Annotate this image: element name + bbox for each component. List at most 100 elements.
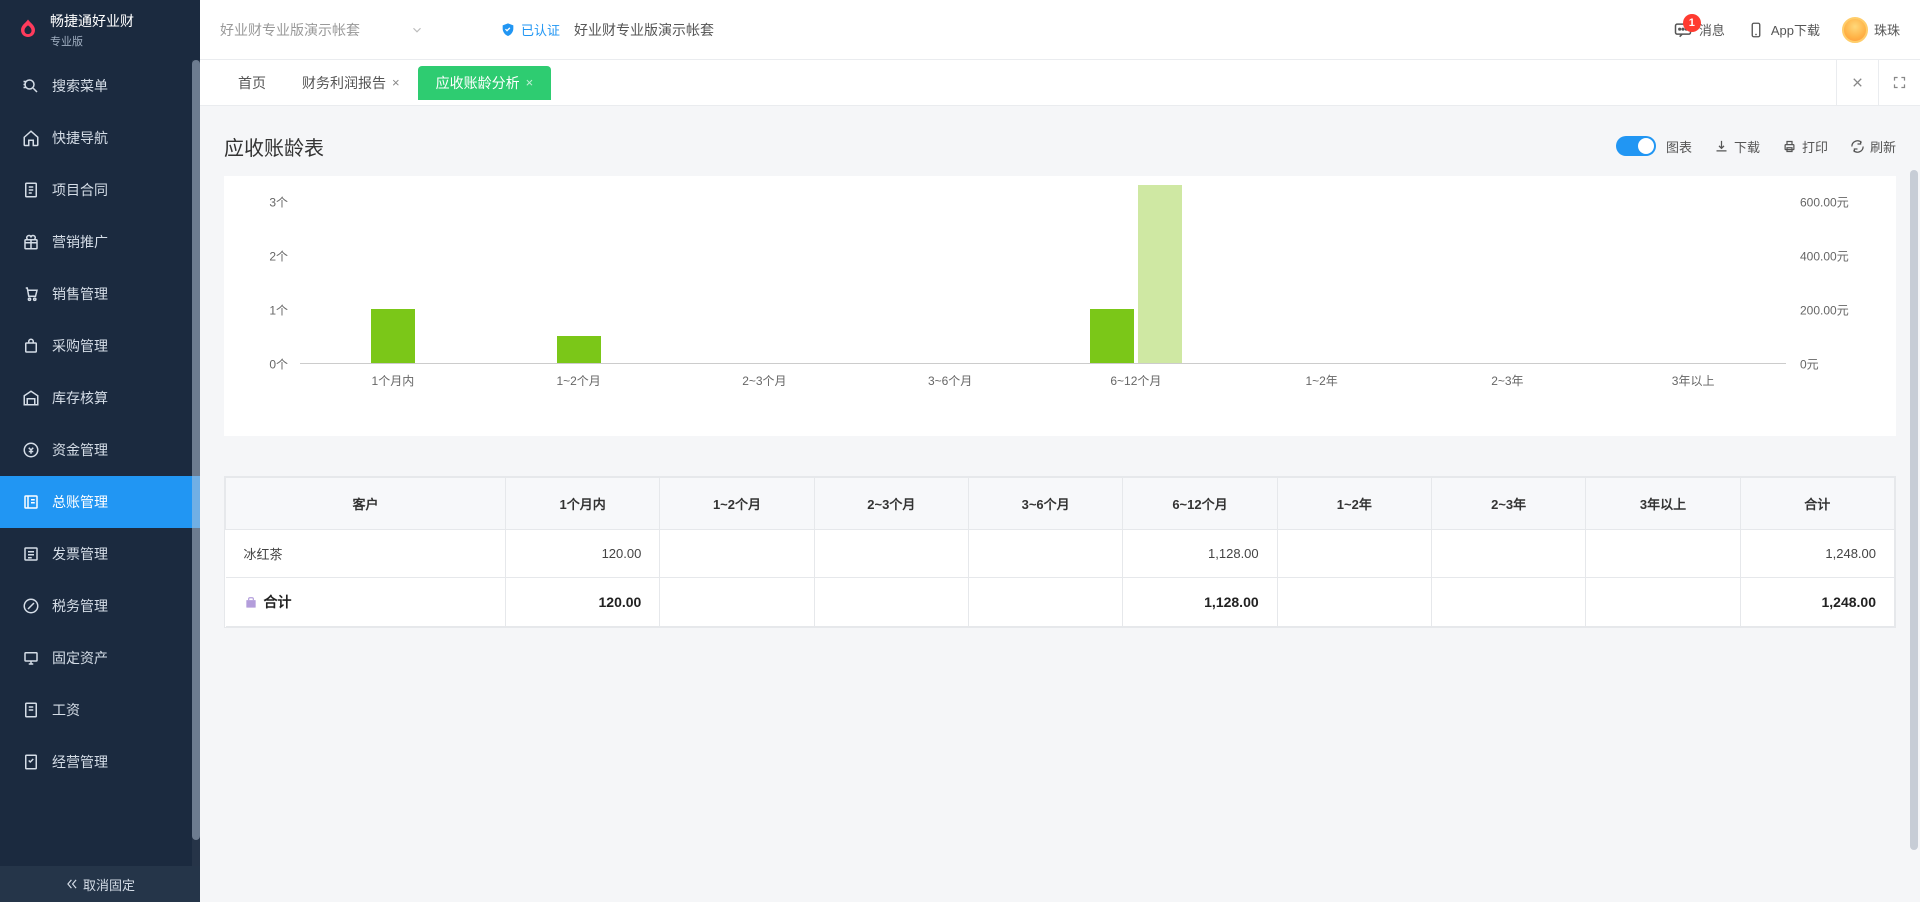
search-icon <box>22 77 40 95</box>
tab-close-all-button[interactable] <box>1836 60 1878 106</box>
nav-item-salary[interactable]: 工资 <box>0 684 200 736</box>
tab-label: 首页 <box>238 73 266 93</box>
salary-icon <box>22 701 40 719</box>
x-label: 3~6个月 <box>928 372 972 389</box>
brand-title: 畅捷通好业财 <box>50 11 134 31</box>
x-label: 3年以上 <box>1672 372 1715 389</box>
invoice-icon <box>22 545 40 563</box>
nav-item-label: 经营管理 <box>52 752 108 772</box>
x-label: 6~12个月 <box>1110 372 1161 389</box>
message-badge: 1 <box>1683 14 1701 32</box>
nav-item-search[interactable]: 搜索菜单 <box>0 60 200 112</box>
tab-label: 应收账龄分析 <box>436 73 520 93</box>
page-title: 应收账龄表 <box>224 132 324 161</box>
y-left-tick: 3个 <box>269 194 288 211</box>
nav-item-ledger[interactable]: 总账管理 <box>0 476 200 528</box>
nav-item-coin[interactable]: 资金管理 <box>0 424 200 476</box>
table-cell <box>1586 578 1740 627</box>
nav-menu: 搜索菜单快捷导航项目合同营销推广销售管理采购管理库存核算资金管理总账管理发票管理… <box>0 60 200 866</box>
sidebar-scrollbar[interactable] <box>192 60 200 866</box>
content-scrollbar[interactable] <box>1910 170 1918 892</box>
table-cell <box>968 530 1122 578</box>
home-icon <box>22 129 40 147</box>
table-cell <box>968 578 1122 627</box>
nav-item-label: 项目合同 <box>52 180 108 200</box>
y-left-tick: 1个 <box>269 302 288 319</box>
nav-item-label: 销售管理 <box>52 284 108 304</box>
tab-close-icon[interactable]: × <box>526 75 534 90</box>
nav-item-warehouse[interactable]: 库存核算 <box>0 372 200 424</box>
table-header: 6~12个月 <box>1123 478 1277 530</box>
chart-toggle-label: 图表 <box>1666 137 1692 156</box>
table-cell <box>1586 530 1740 578</box>
download-button[interactable]: 下载 <box>1714 137 1760 156</box>
table-total-row: 合计120.001,128.001,248.00 <box>226 578 1895 627</box>
nav-item-asset[interactable]: 固定资产 <box>0 632 200 684</box>
table-cell <box>660 578 814 627</box>
topbar: 好业财专业版演示帐套 已认证 好业财专业版演示帐套 1 消息 <box>200 0 1920 60</box>
refresh-icon <box>1850 139 1865 154</box>
chart-toggle[interactable] <box>1616 136 1656 156</box>
nav-item-label: 营销推广 <box>52 232 108 252</box>
nav-item-label: 总账管理 <box>52 492 108 512</box>
download-icon <box>1714 139 1729 154</box>
total-icon <box>244 596 258 610</box>
table-header: 2~3年 <box>1431 478 1585 530</box>
account-select[interactable]: 好业财专业版演示帐套 <box>220 20 480 40</box>
x-label: 2~3年 <box>1491 372 1523 389</box>
nav-item-invoice[interactable]: 发票管理 <box>0 528 200 580</box>
nav-item-tax[interactable]: 税务管理 <box>0 580 200 632</box>
refresh-button[interactable]: 刷新 <box>1850 137 1896 156</box>
warehouse-icon <box>22 389 40 407</box>
nav-item-label: 工资 <box>52 700 80 720</box>
nav-item-label: 搜索菜单 <box>52 76 108 96</box>
table-cell <box>1431 530 1585 578</box>
table-cell: 120.00 <box>506 578 660 627</box>
table-cell <box>814 578 968 627</box>
nav-item-label: 资金管理 <box>52 440 108 460</box>
sidebar-unpin-button[interactable]: 取消固定 <box>0 866 200 902</box>
table-cell <box>1277 530 1431 578</box>
table-cell: 冰红茶 <box>226 530 506 578</box>
avatar-icon <box>1842 17 1868 43</box>
bar <box>557 336 601 363</box>
nav-item-doc[interactable]: 项目合同 <box>0 164 200 216</box>
print-button[interactable]: 打印 <box>1782 137 1828 156</box>
tabbar: 首页财务利润报告× 应收账龄分析 × <box>200 60 1920 106</box>
tab[interactable]: 财务利润报告× <box>284 66 418 100</box>
table-header: 2~3个月 <box>814 478 968 530</box>
tab[interactable]: 应收账龄分析 × <box>418 66 552 100</box>
nav-item-cart[interactable]: 销售管理 <box>0 268 200 320</box>
messages-button[interactable]: 1 消息 <box>1673 20 1725 40</box>
table-cell <box>1431 578 1585 627</box>
x-label: 1~2年 <box>1305 372 1337 389</box>
nav-item-label: 库存核算 <box>52 388 108 408</box>
user-menu[interactable]: 珠珠 <box>1842 17 1900 43</box>
tab-close-icon[interactable]: × <box>392 75 400 90</box>
fullscreen-button[interactable] <box>1878 60 1920 106</box>
nav-item-gift[interactable]: 营销推广 <box>0 216 200 268</box>
nav-item-label: 固定资产 <box>52 648 108 668</box>
table-header: 1个月内 <box>506 478 660 530</box>
aging-chart: 0个1个2个3个 0元200.00元400.00元600.00元 1个月内1~2… <box>224 176 1896 436</box>
table-cell <box>660 530 814 578</box>
unpin-icon <box>65 877 79 891</box>
table-header: 客户 <box>226 478 506 530</box>
table-row: 冰红茶120.001,128.001,248.00 <box>226 530 1895 578</box>
nav-item-home[interactable]: 快捷导航 <box>0 112 200 164</box>
shield-icon <box>500 22 516 38</box>
y-right-tick: 600.00元 <box>1800 194 1849 211</box>
nav-item-bag[interactable]: 采购管理 <box>0 320 200 372</box>
nav-item-biz[interactable]: 经营管理 <box>0 736 200 788</box>
app-download-button[interactable]: App下载 <box>1747 20 1820 39</box>
table-header: 合计 <box>1740 478 1894 530</box>
nav-item-label: 税务管理 <box>52 596 108 616</box>
nav-item-label: 采购管理 <box>52 336 108 356</box>
brand-logo: 畅捷通好业财 专业版 <box>0 0 200 60</box>
tab[interactable]: 首页 <box>220 66 284 100</box>
table-cell: 1,248.00 <box>1740 530 1894 578</box>
y-left-tick: 2个 <box>269 248 288 265</box>
x-label: 1~2个月 <box>556 372 600 389</box>
bar <box>1138 185 1182 363</box>
table-cell: 合计 <box>226 578 506 627</box>
